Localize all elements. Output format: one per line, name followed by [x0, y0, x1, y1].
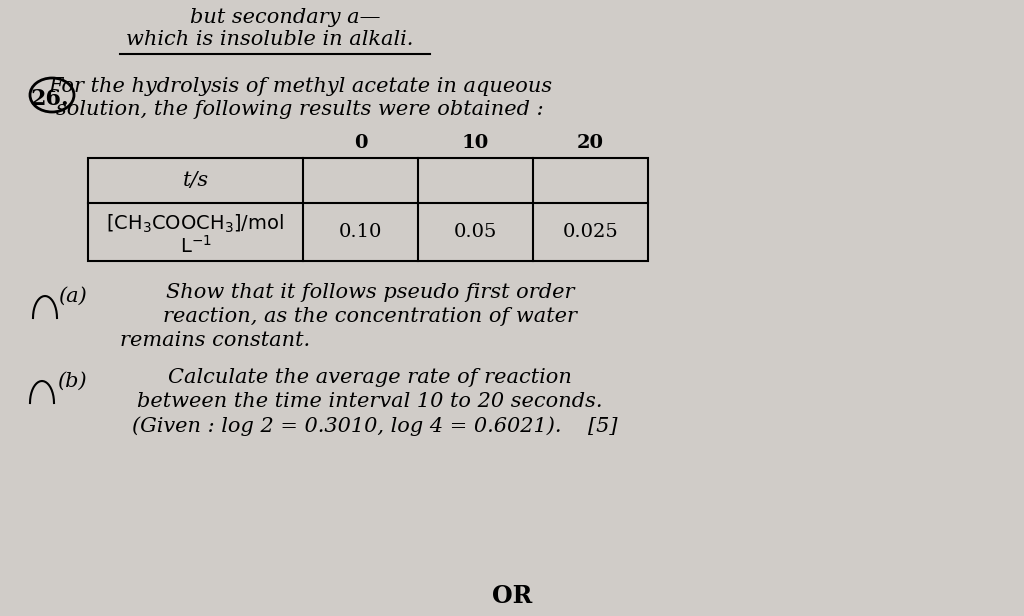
- Text: For the hydrolysis of methyl acetate in aqueous: For the hydrolysis of methyl acetate in …: [48, 77, 552, 96]
- Text: (a): (a): [57, 287, 86, 306]
- Text: but secondary a—: but secondary a—: [189, 8, 380, 27]
- Bar: [88, 158, 648, 261]
- Text: remains constant.: remains constant.: [120, 331, 310, 350]
- Text: 20: 20: [577, 134, 604, 152]
- Text: reaction, as the concentration of water: reaction, as the concentration of water: [163, 307, 577, 326]
- Text: 26.: 26.: [31, 88, 70, 110]
- Text: 0.05: 0.05: [454, 223, 498, 241]
- Text: OR: OR: [492, 584, 532, 608]
- Text: t/s: t/s: [182, 171, 209, 190]
- Text: 0.10: 0.10: [339, 223, 382, 241]
- Text: (Given : log 2 = 0.3010, log 4 = 0.6021).    [5]: (Given : log 2 = 0.3010, log 4 = 0.6021)…: [132, 416, 617, 436]
- Text: (b): (b): [57, 372, 87, 391]
- Text: between the time interval 10 to 20 seconds.: between the time interval 10 to 20 secon…: [137, 392, 603, 411]
- Text: 0: 0: [353, 134, 368, 152]
- Text: $\rm L^{-1}$: $\rm L^{-1}$: [179, 235, 211, 257]
- Text: $\rm [CH_3COOCH_3]/mol$: $\rm [CH_3COOCH_3]/mol$: [106, 213, 285, 235]
- Text: Calculate the average rate of reaction: Calculate the average rate of reaction: [168, 368, 572, 387]
- Text: which is insoluble in alkali.: which is insoluble in alkali.: [126, 30, 414, 49]
- Text: 0.025: 0.025: [562, 223, 618, 241]
- Text: solution, the following results were obtained :: solution, the following results were obt…: [56, 100, 544, 119]
- Text: Show that it follows pseudo first order: Show that it follows pseudo first order: [166, 283, 574, 302]
- Text: 10: 10: [462, 134, 489, 152]
